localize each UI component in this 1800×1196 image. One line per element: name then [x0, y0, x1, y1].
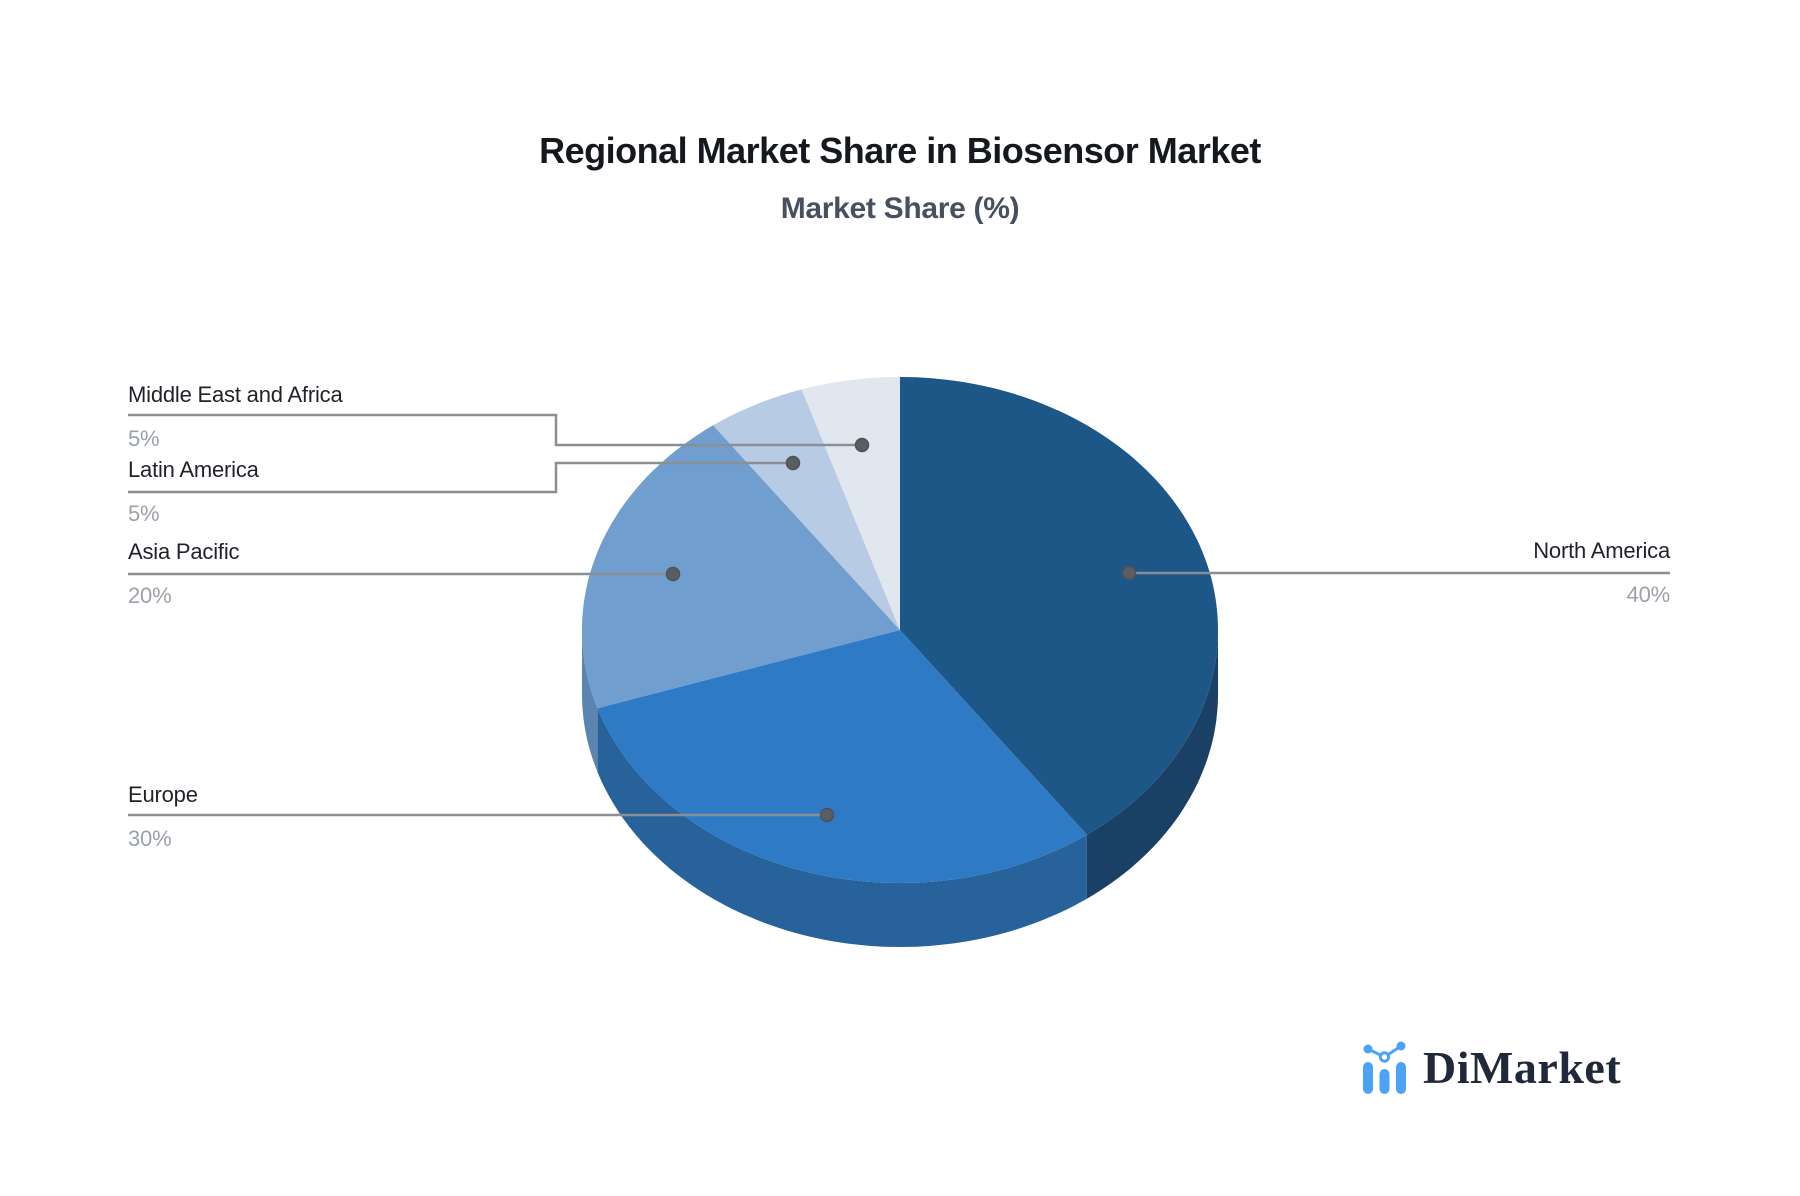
anchor-dot-latin-america [785, 455, 801, 471]
slice-pct-value: 30% [128, 826, 172, 851]
anchor-dot-north-america [1121, 565, 1137, 581]
logo-text: DiMarket [1423, 1042, 1622, 1093]
slice-label-middle-east-and-africa: Middle East and Africa 5% [128, 382, 343, 452]
slice-pct-value: 20% [128, 583, 172, 608]
anchor-dot-middle-east-and-africa [854, 437, 870, 453]
slice-name: Europe [128, 782, 198, 807]
anchor-dot-europe [819, 807, 835, 823]
dimarket-logo[interactable]: DiMarket [1362, 1038, 1621, 1094]
pie-slice-side-north-america [1086, 630, 1218, 899]
leader-line-latin-america [128, 461, 793, 494]
slice-label-latin-america: Latin America 5% [128, 457, 259, 527]
pie-slice-side-europe [597, 708, 1087, 947]
bar-line-chart-icon [1363, 1041, 1406, 1094]
leader-line-middle-east-and-africa [128, 413, 862, 447]
slice-pct-value: 40% [1626, 582, 1671, 607]
chart-title: Regional Market Share in Biosensor Marke… [539, 130, 1261, 171]
slice-pct-value: 5% [128, 426, 160, 451]
slice-label-asia-pacific: Asia Pacific 20% [128, 539, 240, 609]
pie-slice-europe[interactable] [597, 630, 1087, 883]
pie-slice-asia-pacific[interactable] [582, 425, 900, 709]
slice-label-europe: Europe 30% [128, 782, 198, 852]
chart-subtitle: Market Share (%) [780, 192, 1020, 225]
slice-name: Middle East and Africa [128, 382, 343, 407]
slice-name: Asia Pacific [128, 539, 240, 564]
slice-name: North America [1533, 538, 1670, 563]
pie-slice-latin-america[interactable] [713, 389, 900, 630]
anchor-dot-asia-pacific [665, 566, 681, 582]
pie-slice-north-america[interactable] [900, 377, 1218, 835]
pie-slice-side-asia-pacific [582, 630, 598, 773]
slice-pct-value: 5% [128, 501, 160, 526]
slice-label-north-america: North America 40% [1533, 538, 1670, 608]
slice-name: Latin America [128, 457, 259, 482]
pie-slice-middle-east-and-africa[interactable] [801, 377, 900, 630]
